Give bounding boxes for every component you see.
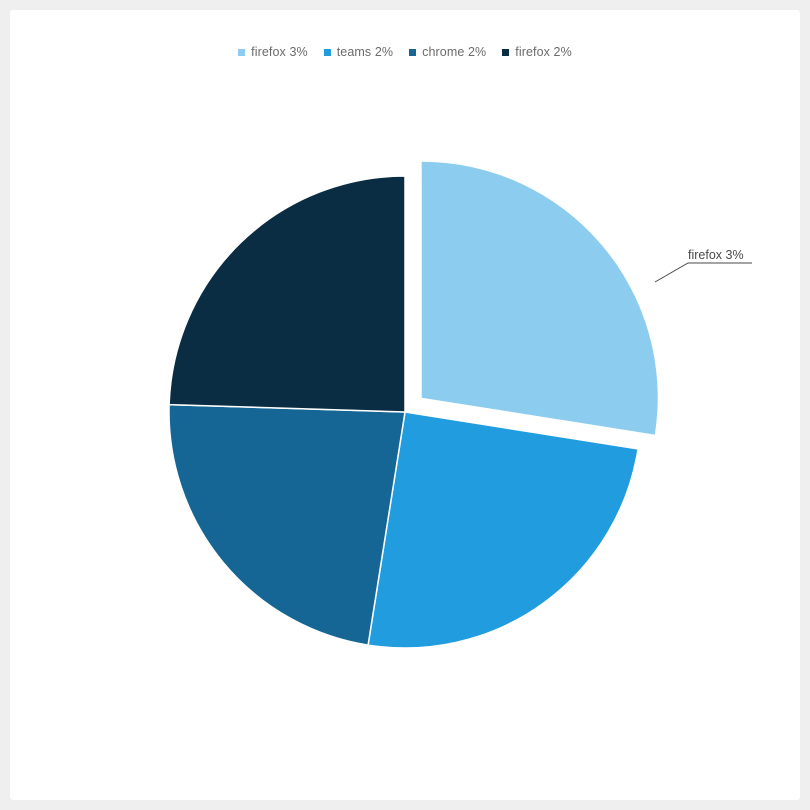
annotation-label: firefox 3% xyxy=(688,248,744,262)
pie-slice-group xyxy=(168,161,658,649)
legend-item-chrome-2[interactable]: chrome 2% xyxy=(409,45,486,59)
pie-slice[interactable] xyxy=(421,161,658,435)
legend-item-label: firefox 3% xyxy=(251,45,308,59)
pie-slice[interactable] xyxy=(367,411,639,649)
chart-card: firefox 3% teams 2% chrome 2% firefox 2%… xyxy=(10,10,800,800)
legend-swatch-icon xyxy=(323,48,331,56)
legend-swatch-icon xyxy=(238,48,246,56)
pie-chart: firefox 3% xyxy=(168,161,752,649)
legend-item-label: teams 2% xyxy=(336,45,394,59)
legend-item-firefox-2[interactable]: firefox 2% xyxy=(502,45,572,59)
chart-legend: firefox 3% teams 2% chrome 2% firefox 2% xyxy=(10,41,800,63)
legend-swatch-icon xyxy=(502,48,510,56)
legend-item-teams-2[interactable]: teams 2% xyxy=(323,45,394,59)
annotation-leader-line xyxy=(654,262,752,283)
legend-item-firefox-3[interactable]: firefox 3% xyxy=(238,45,308,59)
annotation-callout: firefox 3% xyxy=(654,248,752,283)
legend-swatch-icon xyxy=(409,48,417,56)
legend-item-label: chrome 2% xyxy=(422,45,487,59)
plot-area: firefox 3% xyxy=(10,10,800,800)
legend-item-label: firefox 2% xyxy=(515,45,572,59)
pie-slice[interactable] xyxy=(168,175,406,413)
pie-slice[interactable] xyxy=(168,403,406,646)
